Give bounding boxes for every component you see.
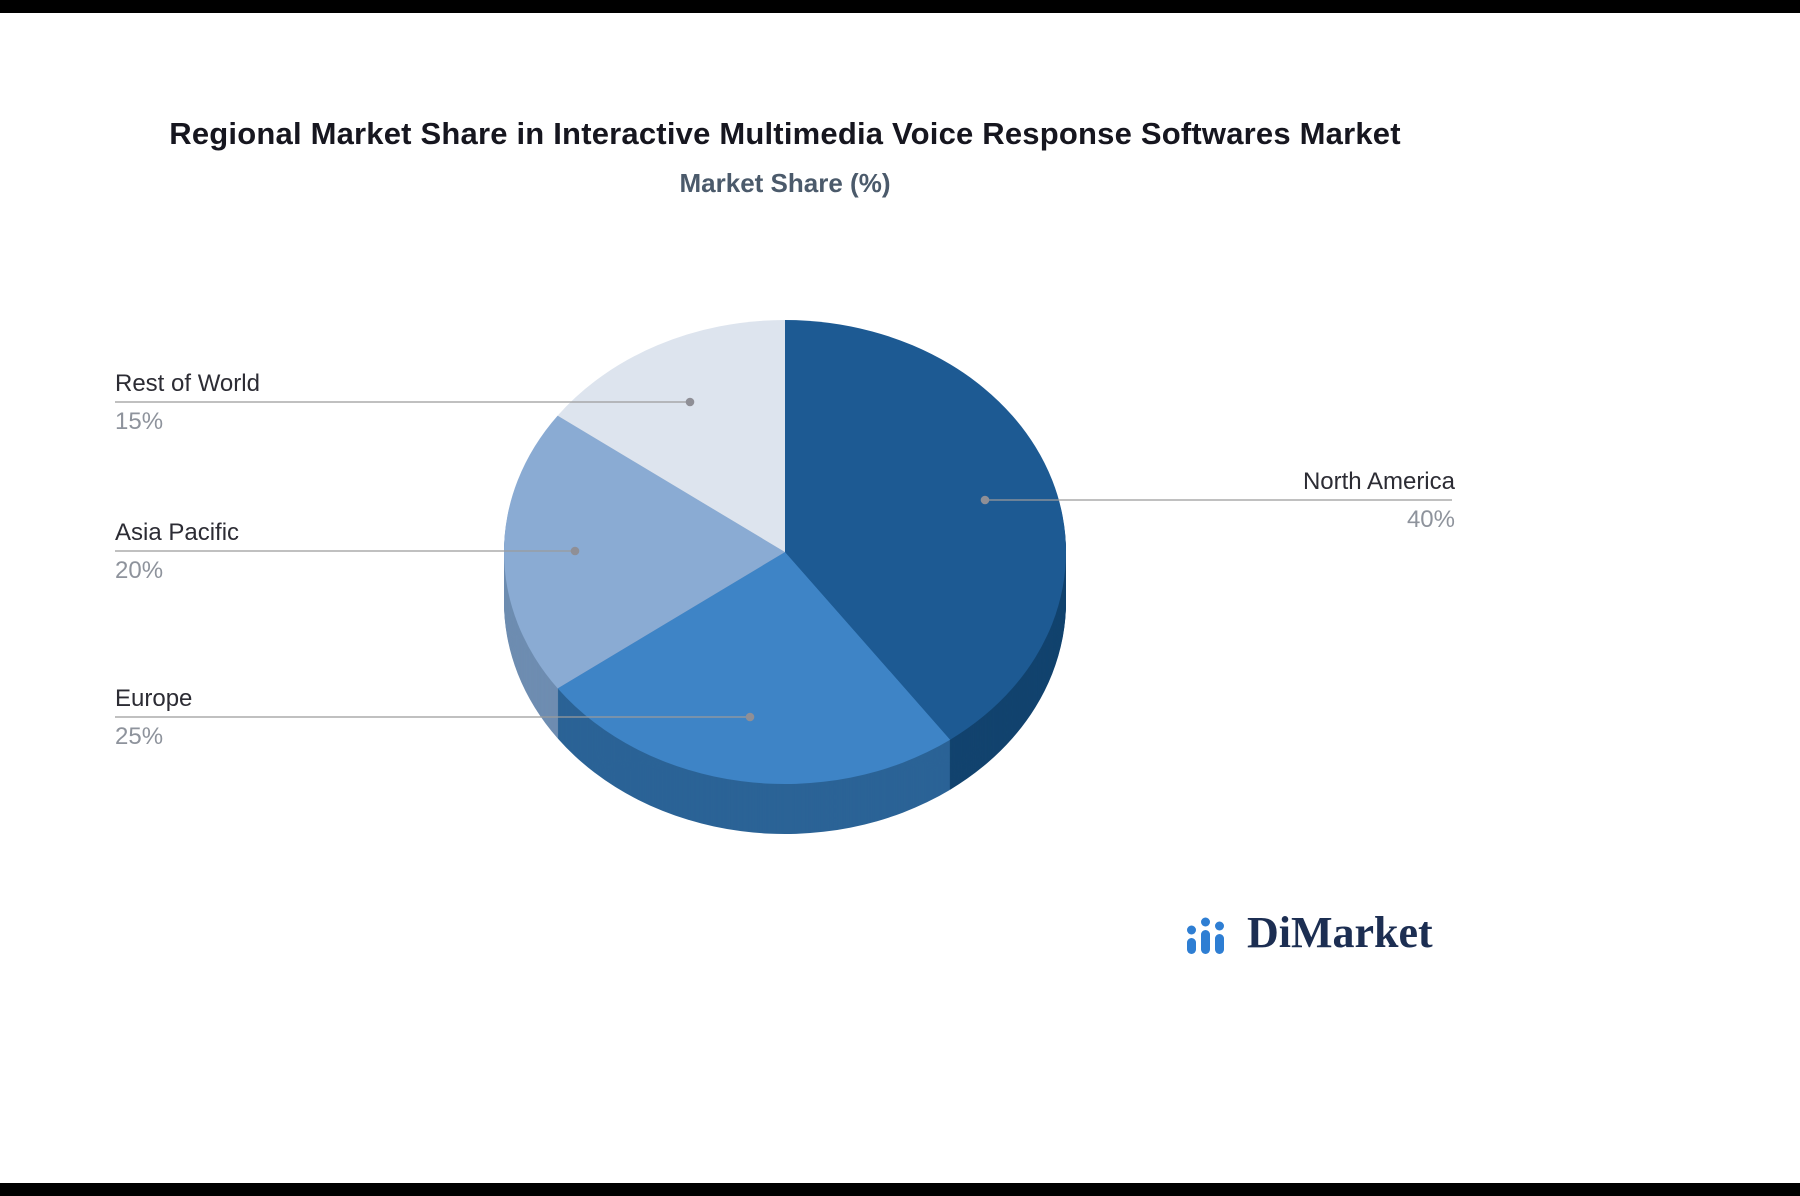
slice-value: 15% — [115, 408, 164, 435]
callout-europe: Europe 25% — [115, 685, 192, 751]
callout-rest-of-world: Rest of World 15% — [115, 370, 260, 436]
leader-dot-north-america — [980, 495, 990, 505]
leader-dot-asia-pacific — [570, 546, 580, 556]
chart-header: Regional Market Share in Interactive Mul… — [0, 116, 1570, 199]
pie-slice-europe — [557, 552, 951, 784]
slice-value: 40% — [1406, 506, 1455, 533]
slice-label: Europe — [115, 685, 193, 712]
slice-value: 25% — [115, 723, 164, 750]
pie-slice-north-america — [785, 320, 1066, 740]
top-edge-bar — [0, 0, 1800, 13]
callout-asia-pacific: Asia Pacific 20% — [115, 519, 239, 585]
pie-slice-rest-of-world — [557, 320, 785, 552]
pie-slice-asia-pacific — [504, 415, 785, 689]
logo-bars-icon — [1187, 917, 1224, 954]
chart-title: Regional Market Share in Interactive Mul… — [169, 116, 1401, 151]
dimarket-logo: DiMarket — [1185, 906, 1433, 958]
slice-label: Rest of World — [115, 370, 260, 397]
logo-text: DiMarket — [1247, 907, 1433, 957]
slice-value: 20% — [115, 557, 164, 584]
leader-dot-europe — [745, 712, 755, 722]
chart-subtitle: Market Share (%) — [679, 168, 891, 198]
slice-label: North America — [1302, 468, 1455, 495]
bottom-edge-bar — [0, 1183, 1800, 1196]
callout-north-america: North America 40% — [1303, 468, 1455, 534]
leader-dot-rest-of-world — [685, 397, 695, 407]
slice-label: Asia Pacific — [115, 519, 240, 546]
